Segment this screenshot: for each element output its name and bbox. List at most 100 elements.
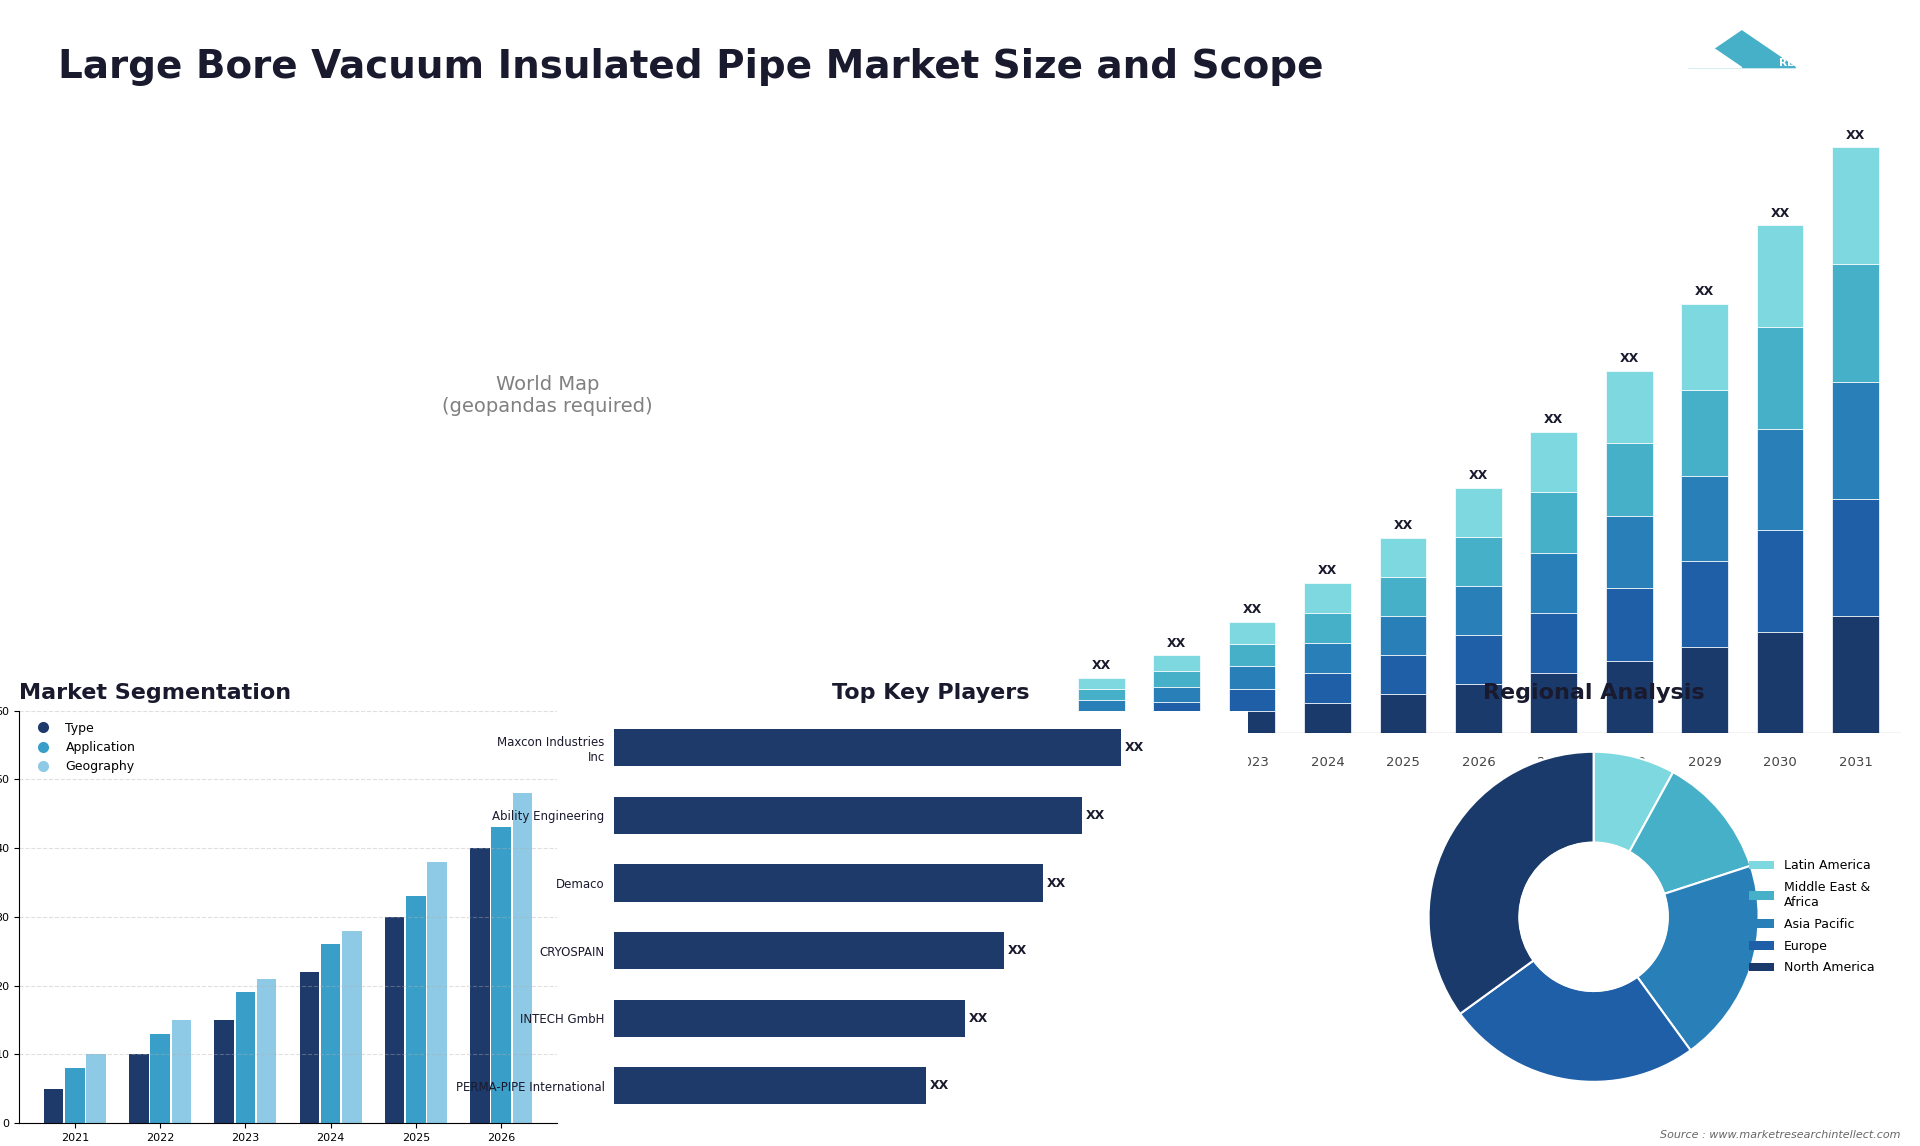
Text: XX: XX <box>1242 603 1261 617</box>
Title: Top Key Players: Top Key Players <box>833 683 1029 704</box>
Bar <box>1229 689 1275 712</box>
Bar <box>614 1067 925 1105</box>
Text: 2025: 2025 <box>1386 755 1421 769</box>
Text: 2021: 2021 <box>1085 755 1117 769</box>
Circle shape <box>1519 842 1668 991</box>
Bar <box>236 992 255 1123</box>
Bar <box>614 864 1043 902</box>
Polygon shape <box>1688 31 1795 68</box>
Text: XX: XX <box>1695 285 1715 298</box>
Bar <box>1682 304 1728 390</box>
Bar <box>1229 644 1275 667</box>
Text: 2026: 2026 <box>1461 755 1496 769</box>
Bar <box>1154 656 1200 670</box>
Bar <box>1682 390 1728 476</box>
Bar <box>1077 722 1125 733</box>
Bar <box>1832 265 1880 382</box>
Text: XX: XX <box>1087 809 1106 822</box>
Bar <box>129 1054 148 1123</box>
Text: Large Bore Vacuum Insulated Pipe Market Size and Scope: Large Bore Vacuum Insulated Pipe Market … <box>58 48 1323 86</box>
Bar <box>215 1020 234 1123</box>
Bar <box>492 827 511 1123</box>
Bar <box>1380 617 1427 656</box>
Bar <box>342 931 361 1123</box>
Bar <box>1304 613 1352 643</box>
Text: 2024: 2024 <box>1311 755 1344 769</box>
Bar <box>1380 537 1427 578</box>
Bar <box>1455 586 1501 635</box>
Text: 2027: 2027 <box>1536 755 1571 769</box>
Bar <box>614 729 1121 767</box>
Bar <box>1530 673 1576 733</box>
Bar <box>614 999 966 1037</box>
Bar <box>1530 552 1576 613</box>
Wedge shape <box>1630 772 1751 894</box>
Bar <box>1380 578 1427 617</box>
Bar <box>1077 712 1125 722</box>
Bar <box>1154 702 1200 717</box>
Title: Regional Analysis: Regional Analysis <box>1482 683 1705 704</box>
Bar <box>513 793 532 1123</box>
Bar <box>171 1020 192 1123</box>
Text: 2031: 2031 <box>1839 755 1872 769</box>
Text: XX: XX <box>1770 206 1789 220</box>
Bar <box>1605 444 1653 516</box>
Bar <box>614 932 1004 970</box>
Bar <box>384 917 405 1123</box>
Bar <box>614 796 1083 834</box>
Text: XX: XX <box>1046 877 1066 889</box>
Bar <box>1304 643 1352 673</box>
Bar <box>1455 537 1501 586</box>
Bar <box>1682 647 1728 733</box>
Bar <box>1757 531 1803 631</box>
Bar <box>1229 622 1275 644</box>
Bar <box>1757 327 1803 429</box>
Text: RESEARCH: RESEARCH <box>1780 58 1841 68</box>
Bar <box>1605 516 1653 588</box>
Bar <box>1530 493 1576 552</box>
Text: Market Segmentation: Market Segmentation <box>19 683 292 704</box>
Legend: Latin America, Middle East &
Africa, Asia Pacific, Europe, North America: Latin America, Middle East & Africa, Asi… <box>1743 854 1880 980</box>
Bar <box>428 862 447 1123</box>
Wedge shape <box>1594 752 1672 851</box>
Wedge shape <box>1459 960 1692 1082</box>
Bar <box>257 979 276 1123</box>
Bar <box>150 1034 169 1123</box>
Text: Source : www.marketresearchintellect.com: Source : www.marketresearchintellect.com <box>1661 1130 1901 1140</box>
Legend: Type, Application, Geography: Type, Application, Geography <box>25 716 140 778</box>
Wedge shape <box>1428 752 1594 1014</box>
Bar <box>1077 700 1125 712</box>
Text: MARKET: MARKET <box>1780 38 1828 48</box>
Wedge shape <box>1638 866 1759 1050</box>
Text: 2029: 2029 <box>1688 755 1722 769</box>
Bar <box>1682 562 1728 647</box>
Text: XX: XX <box>1469 469 1488 482</box>
Bar <box>1229 667 1275 689</box>
Text: XX: XX <box>1544 414 1563 426</box>
Bar <box>1154 670 1200 686</box>
Bar <box>300 972 319 1123</box>
Text: XX: XX <box>1092 659 1112 672</box>
Bar <box>1832 617 1880 733</box>
Text: XX: XX <box>1317 564 1336 578</box>
Bar <box>1380 656 1427 694</box>
Bar <box>1229 712 1275 733</box>
Bar <box>470 848 490 1123</box>
Bar <box>44 1089 63 1123</box>
Bar <box>1455 635 1501 684</box>
Bar <box>1530 432 1576 493</box>
Text: XX: XX <box>1620 352 1640 364</box>
Text: INTELLECT: INTELLECT <box>1780 78 1841 88</box>
Bar <box>1757 226 1803 327</box>
Bar <box>321 944 340 1123</box>
Text: XX: XX <box>1125 741 1144 754</box>
Text: XX: XX <box>1008 944 1027 957</box>
Bar <box>1605 588 1653 661</box>
Bar <box>86 1054 106 1123</box>
Text: 2022: 2022 <box>1160 755 1194 769</box>
Bar <box>1154 717 1200 733</box>
Bar <box>1077 677 1125 689</box>
Bar <box>1832 382 1880 499</box>
Text: XX: XX <box>970 1012 989 1025</box>
Bar <box>1154 686 1200 702</box>
